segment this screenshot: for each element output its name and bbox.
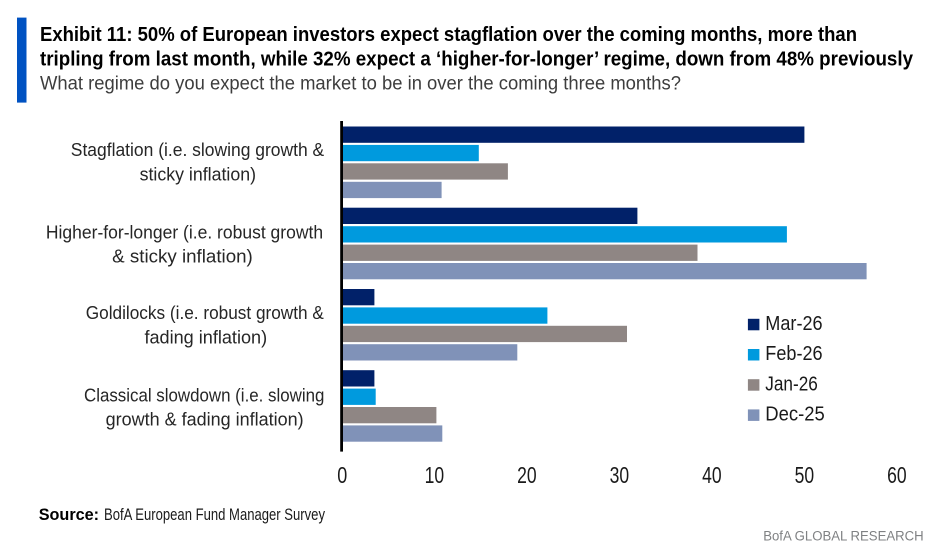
svg-text:BofA GLOBAL RESEARCH: BofA GLOBAL RESEARCH — [763, 529, 924, 545]
svg-text:What regime do you expect the: What regime do you expect the market to … — [40, 74, 681, 95]
svg-text:Feb-26: Feb-26 — [765, 343, 822, 365]
svg-text:growth & fading inflation): growth & fading inflation) — [106, 409, 304, 430]
svg-text:Stagflation (i.e. slowing grow: Stagflation (i.e. slowing growth & — [71, 139, 325, 160]
svg-text:BofA European Fund Manager Sur: BofA European Fund Manager Survey — [104, 505, 325, 524]
svg-text:40: 40 — [702, 462, 722, 488]
svg-text:fading inflation): fading inflation) — [144, 326, 267, 347]
svg-text:30: 30 — [610, 462, 630, 488]
svg-text:sticky inflation): sticky inflation) — [140, 163, 256, 184]
svg-text:Goldilocks (i.e. robust growth: Goldilocks (i.e. robust growth & — [86, 302, 325, 323]
svg-text:Higher-for-longer (i.e. robust: Higher-for-longer (i.e. robust growth — [46, 221, 323, 242]
svg-text:& sticky inflation): & sticky inflation) — [112, 246, 253, 267]
svg-text:Jan-26: Jan-26 — [765, 373, 818, 395]
svg-text:0: 0 — [337, 462, 347, 488]
svg-text:Mar-26: Mar-26 — [765, 313, 822, 335]
svg-text:50: 50 — [795, 462, 815, 488]
svg-text:Dec-25: Dec-25 — [765, 404, 825, 426]
svg-text:Classical slowdown (i.e. slowi: Classical slowdown (i.e. slowing — [84, 385, 324, 406]
svg-text:tripling from last month, whil: tripling from last month, while 32% expe… — [40, 49, 914, 71]
svg-text:60: 60 — [887, 462, 907, 488]
svg-text:Source:: Source: — [39, 505, 99, 524]
svg-text:20: 20 — [517, 462, 537, 488]
svg-text:10: 10 — [425, 462, 445, 488]
svg-text:Exhibit 11: 50% of European in: Exhibit 11: 50% of European investors ex… — [40, 24, 857, 46]
